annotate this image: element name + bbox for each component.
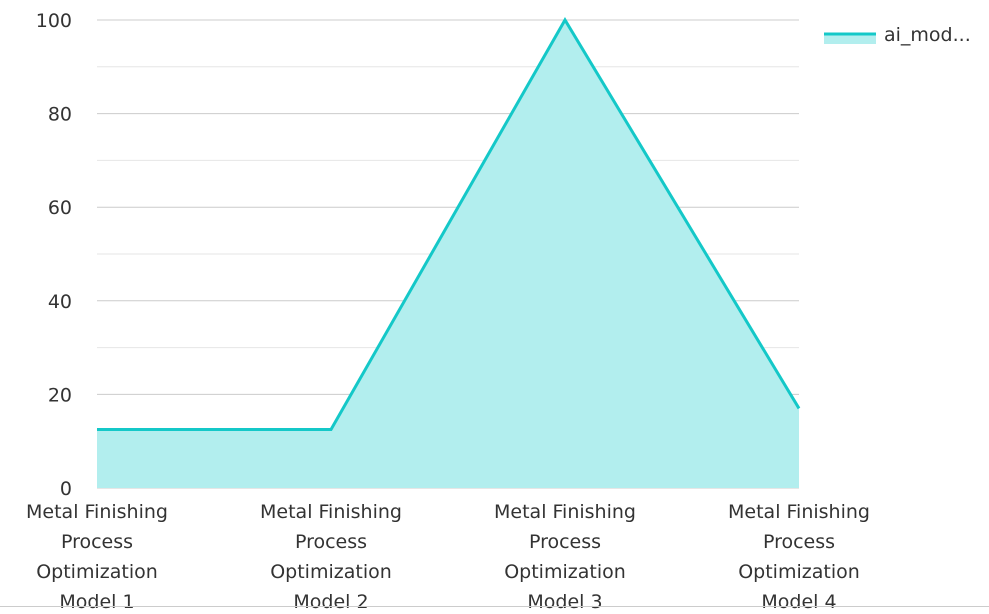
y-tick-label: 0 xyxy=(60,478,72,500)
x-category-label-line: Metal Finishing xyxy=(728,501,870,523)
x-category-label: Metal Finishing Process Optimization Model … xyxy=(494,501,636,613)
x-category-label: Metal Finishing Process Optimization Model … xyxy=(26,501,168,613)
y-tick-label: 40 xyxy=(48,291,72,313)
y-tick-label: 80 xyxy=(48,104,72,126)
x-category-label-line: Model 4 xyxy=(761,591,836,613)
x-category-label-line: Optimization xyxy=(504,561,626,583)
x-category-label-line: Optimization xyxy=(270,561,392,583)
x-category-label-line: Model 3 xyxy=(527,591,602,613)
x-category-label-line: Metal Finishing xyxy=(260,501,402,523)
x-category-label-line: Optimization xyxy=(36,561,158,583)
legend[interactable]: ai_mod... xyxy=(824,24,971,46)
x-category-label-line: Metal Finishing xyxy=(494,501,636,523)
x-category-label: Metal Finishing Process Optimization Model … xyxy=(260,501,402,613)
plot-area xyxy=(96,17,801,488)
x-category-label-line: Process xyxy=(763,531,835,553)
y-tick-label: 100 xyxy=(36,10,72,32)
x-category-label-line: Process xyxy=(295,531,367,553)
x-category-label: Metal Finishing Process Optimization Model … xyxy=(728,501,870,613)
legend-swatch-fill xyxy=(824,34,876,44)
y-axis-ticks: 0 20 40 60 80 100 xyxy=(36,10,72,500)
x-category-label-line: Optimization xyxy=(738,561,860,583)
bottom-divider xyxy=(0,606,989,607)
x-category-label-line: Process xyxy=(61,531,133,553)
x-category-label-line: Model 2 xyxy=(293,591,368,613)
y-tick-label: 60 xyxy=(48,197,72,219)
y-tick-label: 20 xyxy=(48,384,72,406)
x-axis-labels: Metal Finishing Process Optimization Model … xyxy=(26,501,870,613)
x-category-label-line: Process xyxy=(529,531,601,553)
series-area-fill xyxy=(97,20,799,488)
x-category-label-line: Model 1 xyxy=(59,591,134,613)
series-line xyxy=(97,17,801,431)
x-category-label-line: Metal Finishing xyxy=(26,501,168,523)
legend-label: ai_mod... xyxy=(884,24,971,46)
